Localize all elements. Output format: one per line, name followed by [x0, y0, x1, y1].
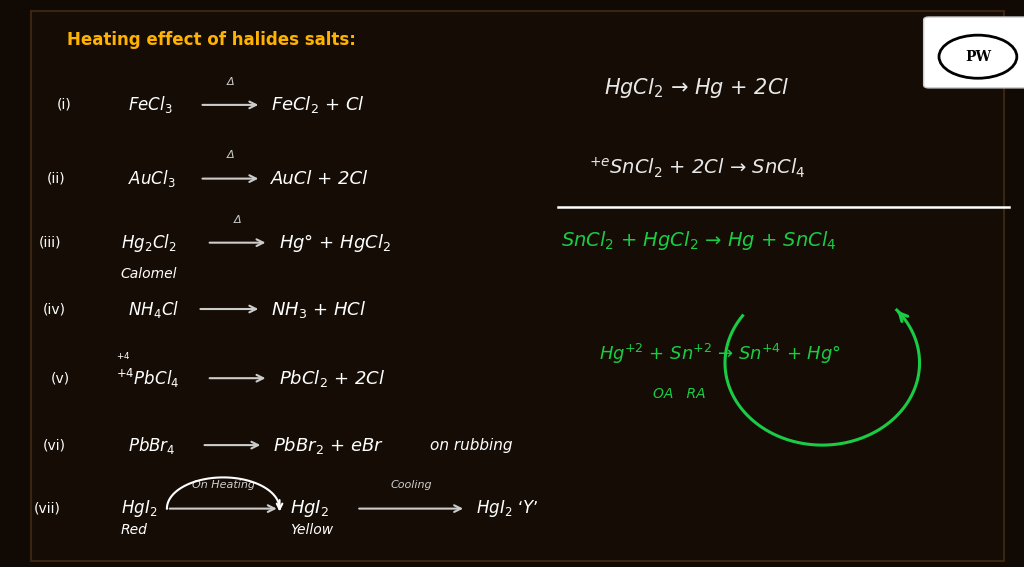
Text: On Heating: On Heating	[191, 480, 255, 490]
Text: $^{+e}$SnCl$_2$ + 2Cl → SnCl$_4$: $^{+e}$SnCl$_2$ + 2Cl → SnCl$_4$	[589, 155, 805, 180]
Text: Calomel: Calomel	[121, 268, 177, 281]
Text: Hg° + HgCl$_2$: Hg° + HgCl$_2$	[279, 232, 390, 253]
Text: on rubbing: on rubbing	[430, 438, 513, 452]
Text: (vii): (vii)	[34, 502, 60, 515]
Text: HgI$_2$: HgI$_2$	[290, 498, 329, 519]
Text: PbBr$_4$: PbBr$_4$	[128, 434, 176, 456]
Text: PW: PW	[965, 50, 991, 64]
FancyBboxPatch shape	[31, 11, 1004, 561]
Text: $^{+4}$: $^{+4}$	[116, 353, 130, 365]
Text: (v): (v)	[51, 371, 71, 385]
Text: Δ: Δ	[233, 214, 242, 225]
Text: HgI$_2$ ‘Y’: HgI$_2$ ‘Y’	[476, 498, 539, 519]
Text: PbBr$_2$ + eBr: PbBr$_2$ + eBr	[273, 434, 384, 456]
Text: FeCl$_3$: FeCl$_3$	[128, 94, 173, 116]
Text: Cooling: Cooling	[390, 480, 432, 490]
Text: (i): (i)	[56, 98, 71, 112]
Text: Heating effect of halides salts:: Heating effect of halides salts:	[67, 31, 355, 49]
Text: AuCl + 2Cl: AuCl + 2Cl	[271, 170, 369, 188]
Text: (iii): (iii)	[39, 236, 61, 249]
Text: Hg$^{+2}$ + Sn$^{+2}$ → Sn$^{+4}$ + Hg°: Hg$^{+2}$ + Sn$^{+2}$ → Sn$^{+4}$ + Hg°	[599, 342, 842, 366]
FancyBboxPatch shape	[924, 17, 1024, 88]
Text: HgCl$_2$ → Hg + 2Cl: HgCl$_2$ → Hg + 2Cl	[604, 76, 790, 100]
Text: HgI$_2$: HgI$_2$	[121, 498, 158, 519]
Text: NH$_4$Cl: NH$_4$Cl	[128, 298, 179, 320]
Text: Yellow: Yellow	[290, 523, 333, 537]
Text: (ii): (ii)	[47, 172, 66, 185]
Text: AuCl$_3$: AuCl$_3$	[128, 168, 176, 189]
Text: PbCl$_2$ + 2Cl: PbCl$_2$ + 2Cl	[279, 367, 385, 389]
Text: Red: Red	[121, 523, 147, 537]
Text: Δ: Δ	[226, 150, 234, 160]
Text: Δ: Δ	[226, 77, 234, 87]
Text: OA   RA: OA RA	[653, 387, 706, 401]
Text: (iv): (iv)	[43, 302, 66, 316]
Text: (vi): (vi)	[43, 438, 66, 452]
Text: SnCl$_2$ + HgCl$_2$ → Hg + SnCl$_4$: SnCl$_2$ + HgCl$_2$ → Hg + SnCl$_4$	[561, 229, 837, 252]
Text: NH$_3$ + HCl: NH$_3$ + HCl	[271, 298, 367, 320]
Text: $^{+4}$PbCl$_4$: $^{+4}$PbCl$_4$	[116, 367, 179, 390]
Text: FeCl$_2$ + Cl: FeCl$_2$ + Cl	[271, 94, 366, 116]
Text: Hg$_2$Cl$_2$: Hg$_2$Cl$_2$	[121, 232, 176, 253]
